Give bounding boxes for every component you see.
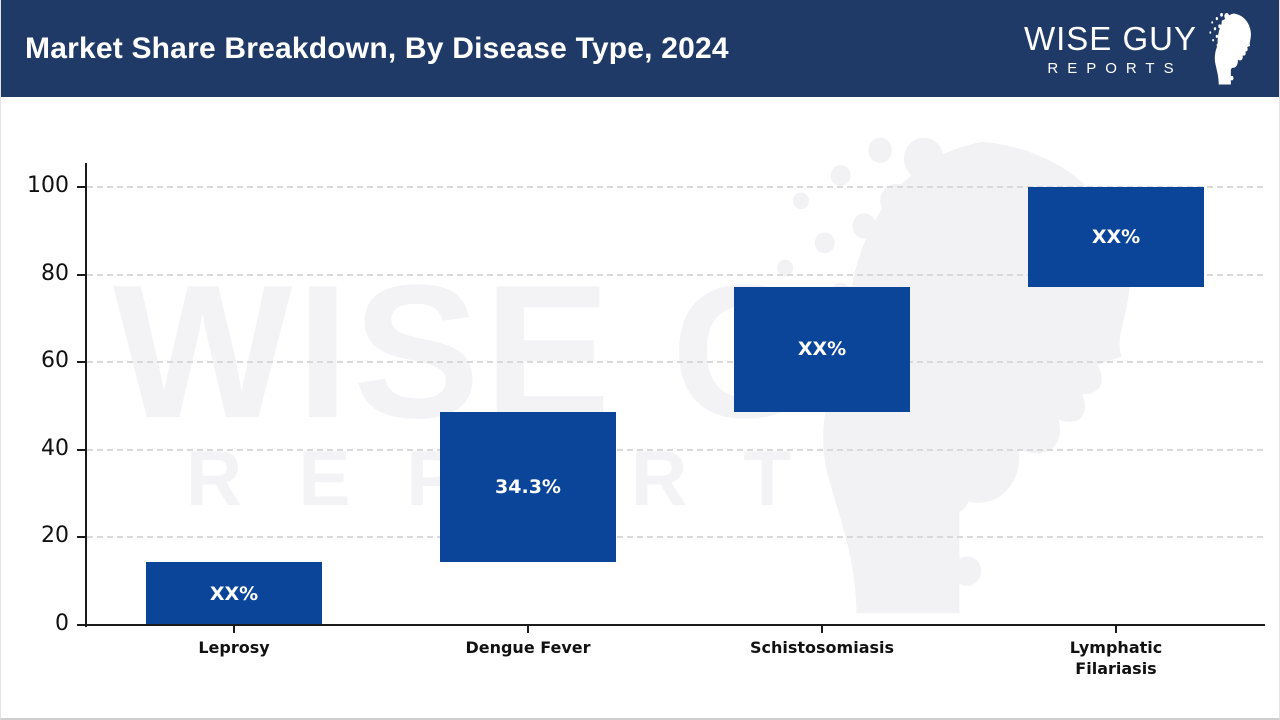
y-tick-60 — [77, 361, 85, 364]
header-bar: Market Share Breakdown, By Disease Type,… — [1, 0, 1279, 97]
bar-label-schistosomiasis: XX% — [797, 338, 847, 361]
y-tick-label-40: 40 — [41, 435, 69, 461]
chart-area: WISE GUY REPORTS 020406080100XX%34.3%XX%… — [1, 97, 1279, 718]
y-axis-spine — [85, 163, 87, 627]
bar-schistosomiasis: XX% — [734, 286, 910, 413]
x-category-label-dengue-fever: Dengue Fever — [465, 638, 591, 657]
y-tick-label-80: 80 — [41, 260, 69, 286]
gridline-60 — [87, 361, 1263, 364]
y-tick-20 — [77, 536, 85, 539]
y-tick-100 — [77, 186, 85, 188]
x-tick-lymphatic-filariasis — [1115, 626, 1117, 633]
gridline-100 — [87, 186, 1263, 188]
bar-label-dengue-fever: 34.3% — [495, 476, 561, 499]
bar-dengue-fever: 34.3% — [440, 412, 616, 563]
wise-guy-reports-logo: WISE GUY REPORTS — [1024, 11, 1257, 87]
logo-subtitle: REPORTS — [1047, 59, 1183, 77]
logo-wordmark: WISE GUY — [1023, 19, 1197, 57]
logo-text: WISE GUY REPORTS — [1024, 22, 1197, 76]
y-tick-40 — [77, 448, 85, 451]
x-tick-dengue-fever — [527, 626, 529, 633]
y-tick-label-0: 0 — [55, 611, 69, 636]
x-tick-leprosy — [233, 626, 235, 633]
page-title: Market Share Breakdown, By Disease Type,… — [25, 31, 729, 65]
y-tick-80 — [77, 273, 85, 276]
x-category-label-lymphatic-filariasis: Lymphatic Filariasis — [1069, 638, 1163, 678]
bar-lymphatic-filariasis: XX% — [1028, 187, 1204, 287]
logo-head-icon — [1209, 12, 1251, 84]
gridline-40 — [87, 448, 1263, 451]
gridline-20 — [87, 536, 1263, 539]
x-axis-spine — [85, 624, 1265, 626]
x-category-label-leprosy: Leprosy — [198, 638, 270, 657]
bar-label-lymphatic-filariasis: XX% — [1091, 225, 1141, 248]
y-tick-label-60: 60 — [41, 348, 69, 374]
y-tick-label-20: 20 — [41, 523, 69, 549]
x-tick-schistosomiasis — [821, 626, 823, 633]
bar-label-leprosy: XX% — [209, 582, 259, 605]
bar-leprosy: XX% — [146, 562, 322, 625]
x-category-label-schistosomiasis: Schistosomiasis — [749, 638, 895, 657]
gridline-80 — [87, 273, 1263, 276]
y-tick-0 — [77, 624, 85, 626]
y-tick-label-100: 100 — [27, 173, 69, 198]
